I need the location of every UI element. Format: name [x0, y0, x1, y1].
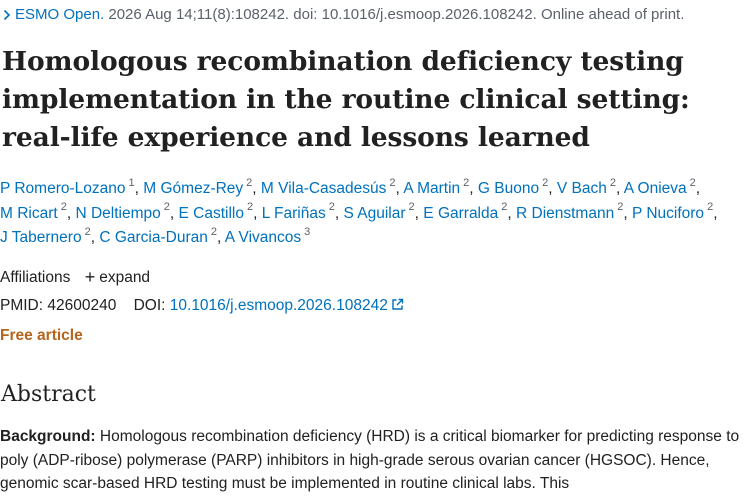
abstract-heading: Abstract	[1, 382, 96, 407]
author-separator: ,	[713, 204, 718, 222]
author-link[interactable]: N Deltiempo	[75, 204, 161, 222]
author-item: R Dienstmann 2,	[516, 202, 628, 222]
author-separator: ,	[216, 229, 222, 246]
article-title: Homologous recombination deficiency test…	[2, 46, 690, 153]
identifiers-row: PMID: 42600240 DOI: 10.1016/j.esmoop.202…	[0, 295, 404, 317]
author-separator: ,	[615, 180, 621, 197]
author-separator: ,	[169, 204, 175, 222]
author-link[interactable]: L Fariñas	[261, 204, 326, 222]
author-link[interactable]: C Garcia-Duran	[99, 229, 208, 246]
author-link[interactable]: J Tabernero	[0, 229, 82, 246]
author-separator: ,	[334, 204, 340, 222]
author-affiliation-number[interactable]: 2	[689, 176, 696, 189]
author-affiliation-number[interactable]: 2	[163, 201, 170, 214]
author-item: A Martin 2,	[403, 176, 474, 197]
author-separator: ,	[395, 180, 400, 197]
author-link[interactable]: M Gómez-Rey	[143, 180, 244, 197]
free-article-label: Free article	[0, 327, 83, 344]
author-separator: ,	[469, 180, 474, 197]
author-item: V Bach 2,	[556, 176, 621, 197]
author-item: J Tabernero 2,	[0, 225, 96, 246]
author-separator: ,	[253, 204, 258, 222]
author-link[interactable]: V Bach	[556, 180, 607, 197]
author-link[interactable]: R Dienstmann	[516, 204, 615, 222]
author-item: A Onieva 2,	[623, 176, 701, 197]
author-affiliation-number[interactable]: 2	[501, 201, 508, 214]
author-separator: ,	[134, 180, 139, 197]
author-link[interactable]: P Nuciforo	[631, 204, 705, 222]
author-item: N Deltiempo 2,	[75, 202, 175, 222]
author-item: P Romero-Lozano 1,	[0, 176, 139, 197]
author-link[interactable]: A Martin	[403, 180, 461, 197]
author-affiliation-number[interactable]: 3	[304, 225, 311, 238]
author-item: M Ricart 2,	[0, 202, 72, 222]
abstract-background-text: Homologous recombination deficiency (HRD…	[0, 428, 740, 492]
author-list: P Romero-Lozano 1, M Gómez-Rey 2, M Vila-C…	[0, 177, 748, 251]
author-affiliation-number[interactable]: 2	[408, 201, 415, 214]
author-affiliation-number[interactable]: 2	[60, 201, 67, 214]
author-affiliation-number[interactable]: 2	[328, 201, 335, 214]
author-link[interactable]: E Garralda	[423, 204, 499, 222]
author-item: P Nuciforo 2,	[631, 202, 718, 222]
author-separator: ,	[695, 180, 701, 197]
pmid-value: 42600240	[47, 297, 117, 314]
author-separator: ,	[90, 229, 96, 246]
affiliations-label: Affiliations	[0, 269, 71, 286]
author-separator: ,	[623, 204, 628, 222]
author-item: C Garcia-Duran 2,	[99, 225, 222, 246]
author-item: S Aguilar 2,	[343, 202, 419, 222]
author-link[interactable]: G Buono	[477, 180, 540, 197]
author-separator: ,	[66, 204, 72, 222]
author-link[interactable]: S Aguilar	[343, 204, 406, 222]
author-item: M Gómez-Rey 2,	[143, 176, 257, 197]
author-affiliation-number[interactable]: 2	[609, 176, 616, 189]
abstract-paragraph: Background: Homologous recombination def…	[0, 425, 746, 496]
doi-label: DOI:	[133, 297, 166, 314]
author-item: E Castillo 2,	[178, 202, 258, 222]
author-affiliation-number[interactable]: 2	[463, 176, 470, 189]
doi-link[interactable]: 10.1016/j.esmoop.2026.108242	[169, 297, 388, 314]
author-separator: ,	[252, 180, 257, 197]
plus-icon[interactable]: +	[84, 267, 96, 287]
author-affiliation-number[interactable]: 2	[246, 176, 253, 189]
chevron-right-icon[interactable]	[1, 9, 13, 21]
author-affiliation-number[interactable]: 2	[707, 201, 714, 214]
author-link[interactable]: P Romero-Lozano	[0, 180, 126, 197]
author-affiliation-number[interactable]: 2	[84, 225, 91, 238]
author-link[interactable]: A Onieva	[623, 180, 687, 197]
author-affiliation-number[interactable]: 2	[246, 201, 254, 214]
author-item: L Fariñas 2,	[261, 202, 340, 222]
external-link-icon[interactable]	[391, 298, 404, 311]
expand-affiliations-button[interactable]: expand	[99, 269, 151, 286]
author-link[interactable]: A Vivancos	[224, 229, 302, 246]
author-affiliation-number[interactable]: 2	[210, 225, 217, 238]
author-item: A Vivancos 3	[224, 225, 311, 246]
author-affiliation-number[interactable]: 2	[542, 176, 549, 189]
author-separator: ,	[548, 180, 553, 197]
author-affiliation-number[interactable]: 2	[617, 201, 624, 214]
author-item: G Buono 2,	[477, 176, 553, 197]
author-item: M Vila-Casadesús 2,	[260, 176, 400, 197]
author-separator: ,	[507, 204, 512, 222]
author-separator: ,	[414, 204, 419, 222]
abstract-background-label: Background:	[0, 428, 96, 445]
author-item: E Garralda 2,	[423, 202, 512, 222]
journal-name-link[interactable]: ESMO Open.	[15, 6, 105, 23]
author-affiliation-number[interactable]: 1	[128, 176, 135, 189]
author-affiliation-number[interactable]: 2	[389, 176, 396, 189]
pmid-label: PMID:	[0, 297, 44, 314]
author-link[interactable]: M Vila-Casadesús	[260, 180, 387, 197]
citation-line: ESMO Open. 2026 Aug 14;11(8):108242. doi…	[0, 4, 684, 26]
affiliations-row: Affiliations + expand	[0, 266, 150, 288]
author-link[interactable]: M Ricart	[0, 204, 58, 222]
author-link[interactable]: E Castillo	[178, 204, 244, 222]
citation-details: 2026 Aug 14;11(8):108242. doi: 10.1016/j…	[108, 6, 685, 23]
